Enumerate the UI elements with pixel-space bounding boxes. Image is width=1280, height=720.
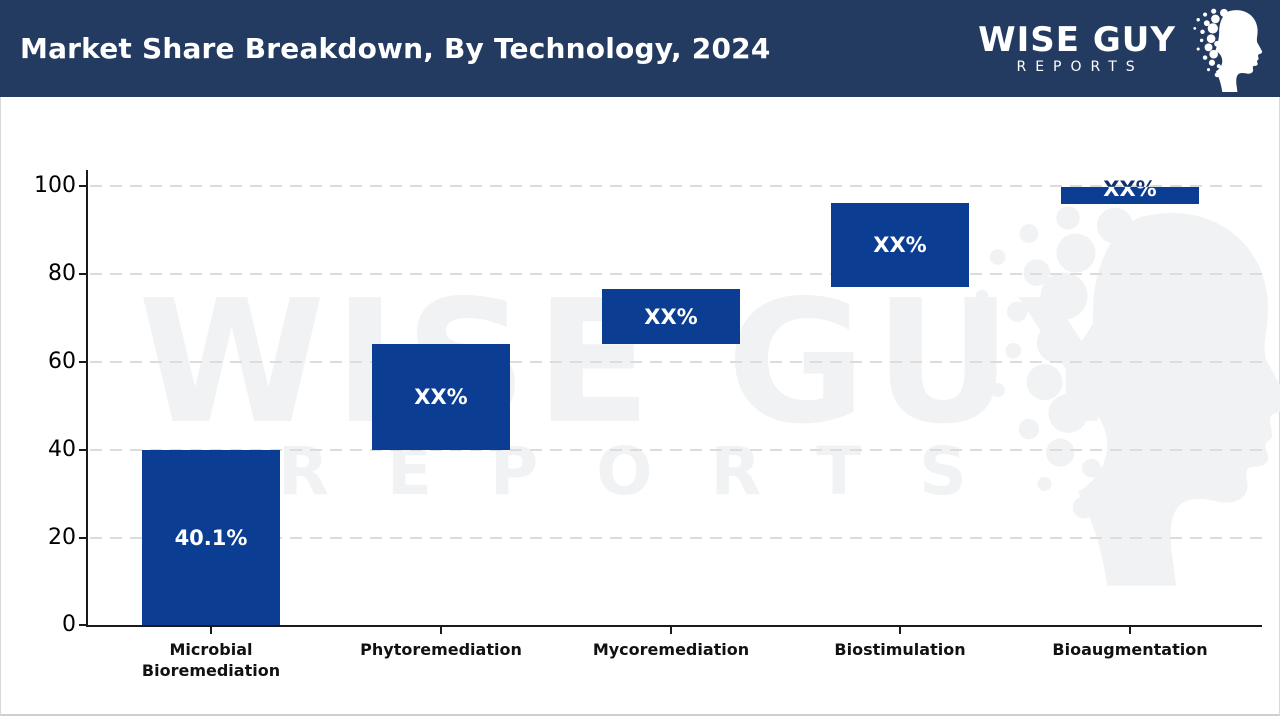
x-tick bbox=[670, 627, 672, 634]
page-title: Market Share Breakdown, By Technology, 2… bbox=[20, 32, 771, 65]
bar-bioaugmentation bbox=[1061, 187, 1199, 204]
bar-microbial-bioremediation: 40.1% bbox=[142, 450, 280, 625]
bar-biostimulation: XX% bbox=[831, 203, 969, 287]
x-tick bbox=[210, 627, 212, 634]
bar-value-label-top: XX% bbox=[1103, 177, 1157, 201]
x-label-bioaugmentation: Bioaugmentation bbox=[1052, 640, 1208, 659]
x-label-phytoremediation: Phytoremediation bbox=[360, 640, 522, 659]
y-tick-label-60: 60 bbox=[48, 349, 76, 374]
bar-value-label: 40.1% bbox=[174, 525, 248, 550]
bar-value-label-bioaugmentation: XX% XX% bbox=[1061, 176, 1199, 202]
x-tick bbox=[1129, 627, 1131, 634]
y-tick bbox=[79, 449, 87, 451]
gridline-80 bbox=[90, 273, 1262, 275]
bar-phytoremediation: XX% bbox=[372, 344, 510, 450]
y-axis-line bbox=[86, 170, 88, 627]
gridline-40 bbox=[90, 449, 1262, 451]
y-tick-label-40: 40 bbox=[48, 437, 76, 462]
y-tick bbox=[79, 624, 87, 626]
y-tick-label-80: 80 bbox=[48, 261, 76, 286]
x-axis-line bbox=[86, 625, 1262, 627]
watermark-face-icon bbox=[975, 206, 1280, 586]
brand-name: WISE GUY bbox=[978, 19, 1176, 60]
header-bar: Market Share Breakdown, By Technology, 2… bbox=[0, 0, 1280, 97]
brand-subtitle: REPORTS bbox=[1016, 58, 1144, 75]
y-tick bbox=[79, 537, 87, 539]
bar-value-label: XX% bbox=[644, 304, 698, 329]
y-tick-label-0: 0 bbox=[62, 612, 76, 637]
x-label-mycoremediation: Mycoremediation bbox=[592, 640, 750, 659]
brand-wordmark: WISE GUY REPORTS bbox=[978, 23, 1176, 75]
y-tick bbox=[79, 273, 87, 275]
x-label-biostimulation: Biostimulation bbox=[834, 640, 966, 659]
brand-face-icon bbox=[1193, 8, 1263, 92]
bar-mycoremediation: XX% bbox=[602, 289, 740, 344]
bar-value-label: XX% bbox=[414, 385, 468, 409]
bar-value-label: XX% bbox=[873, 233, 927, 257]
y-tick bbox=[79, 185, 87, 187]
y-tick bbox=[79, 361, 87, 363]
gridline-20 bbox=[90, 537, 1262, 539]
gridline-60 bbox=[90, 361, 1262, 363]
brand-logo: WISE GUY REPORTS bbox=[978, 6, 1280, 92]
x-tick bbox=[440, 627, 442, 634]
y-tick-label-20: 20 bbox=[48, 525, 76, 550]
gridline-100 bbox=[90, 185, 1262, 187]
y-tick-label-100: 100 bbox=[34, 173, 76, 198]
x-tick bbox=[899, 627, 901, 634]
x-label-microbial-bioremediation: Microbial Bioremediation bbox=[141, 640, 281, 680]
bar-value-label-bottom: XX% bbox=[1103, 177, 1157, 201]
